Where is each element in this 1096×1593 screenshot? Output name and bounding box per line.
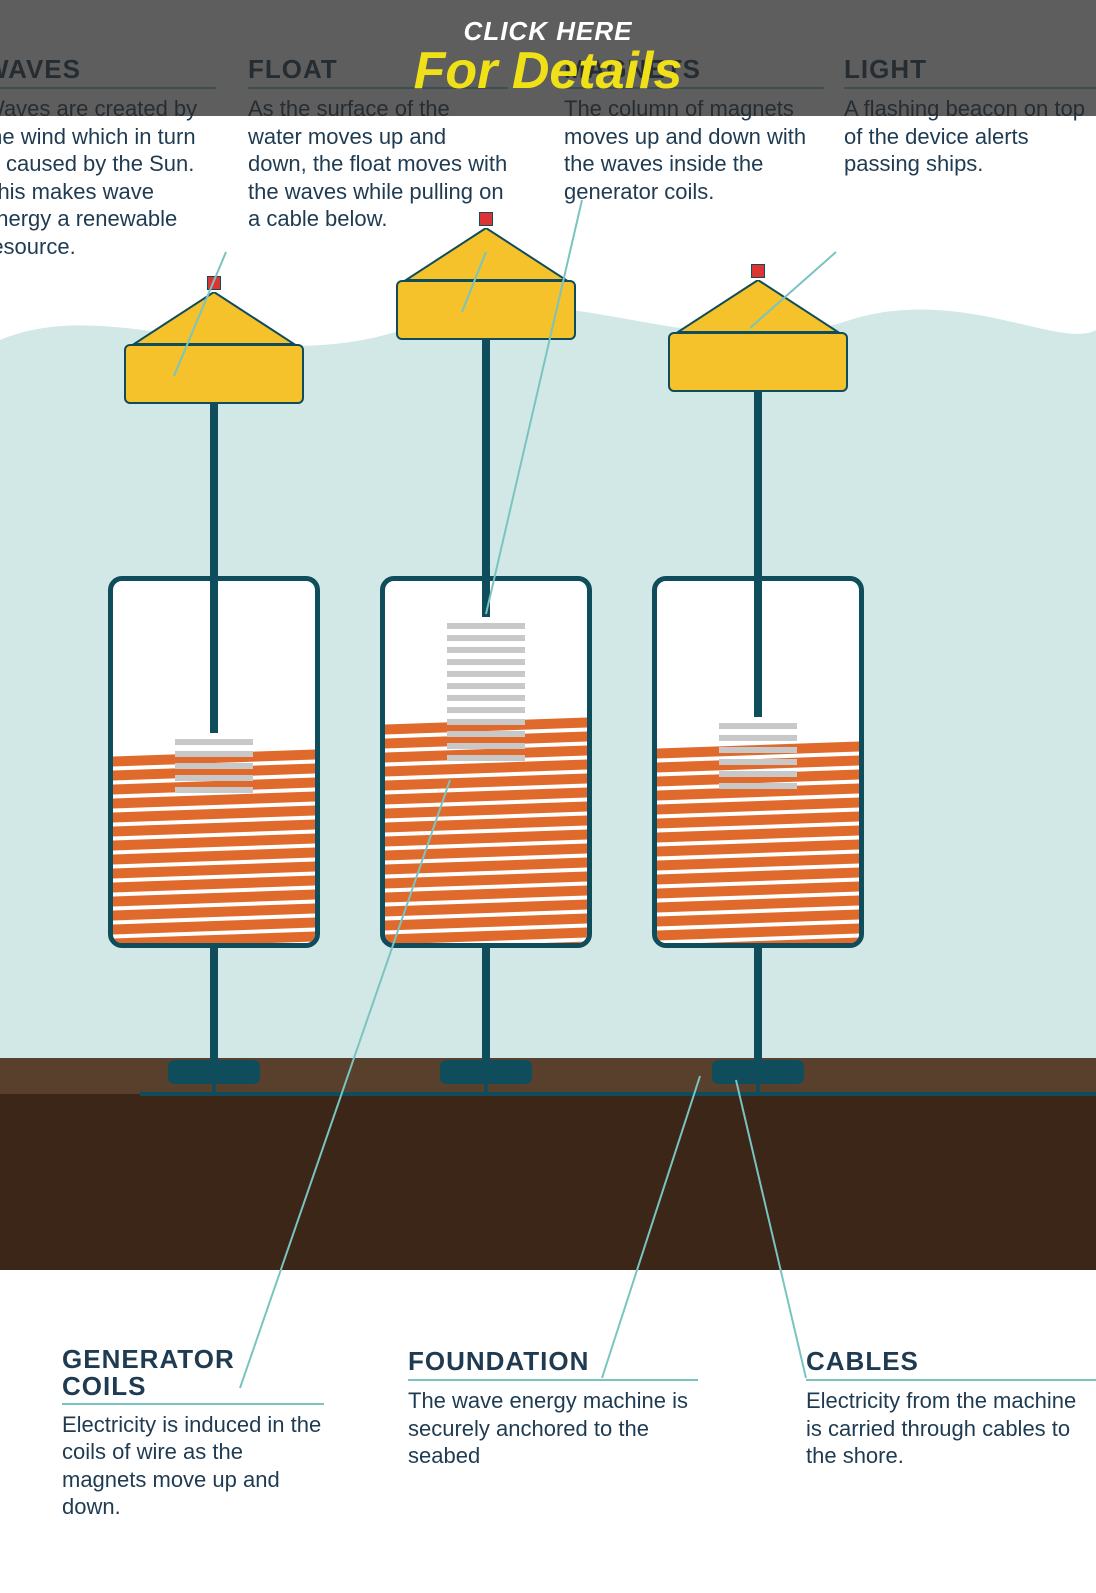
cta-banner[interactable]: CLICK HERE For Details (0, 0, 1096, 116)
foundation-anchor (168, 1060, 260, 1084)
label-foundation: FOUNDATION The wave energy machine is se… (408, 1346, 698, 1470)
anchor-cable (754, 948, 762, 1060)
label-foundation-title: FOUNDATION (408, 1346, 698, 1381)
label-cables-title: CABLES (806, 1346, 1096, 1381)
seabed-upper (0, 1058, 1096, 1094)
seabed-cable (140, 1092, 1096, 1096)
magnet-rod (210, 581, 218, 733)
float-cable (482, 340, 490, 576)
foundation-anchor (712, 1060, 804, 1084)
anchor-drop-cable (484, 1084, 488, 1092)
label-foundation-body: The wave energy machine is securely anch… (408, 1387, 698, 1470)
generator-box (380, 576, 592, 948)
float-cable (754, 392, 762, 576)
magnet-rod (482, 581, 490, 617)
anchor-drop-cable (756, 1084, 760, 1092)
label-generator-coils: GENERATOR COILS Electricity is induced i… (62, 1346, 324, 1521)
float-cable (210, 404, 218, 576)
magnet-column (719, 717, 797, 789)
generator-box (652, 576, 864, 948)
label-generator-coils-title: GENERATOR COILS (62, 1346, 324, 1405)
float-hanger (668, 280, 848, 332)
beacon-light (207, 276, 221, 290)
anchor-cable (482, 948, 490, 1060)
float-body (396, 280, 576, 340)
float-hanger (124, 292, 304, 344)
magnet-column (447, 617, 525, 761)
seabed-lower (0, 1094, 1096, 1270)
float-body (124, 344, 304, 404)
magnet-rod (754, 581, 762, 717)
label-cables-body: Electricity from the machine is carried … (806, 1387, 1096, 1470)
label-waves-body: Waves are created by the wind which in t… (0, 95, 216, 260)
float-body (668, 332, 848, 392)
magnet-column (175, 733, 253, 793)
label-generator-coils-body: Electricity is induced in the coils of w… (62, 1411, 324, 1521)
float-hanger (396, 228, 576, 280)
anchor-cable (210, 948, 218, 1060)
beacon-light (751, 264, 765, 278)
anchor-drop-cable (212, 1084, 216, 1092)
label-cables: CABLES Electricity from the machine is c… (806, 1346, 1096, 1470)
generator-box (108, 576, 320, 948)
cta-line2: For Details (0, 41, 1096, 101)
foundation-anchor (440, 1060, 532, 1084)
